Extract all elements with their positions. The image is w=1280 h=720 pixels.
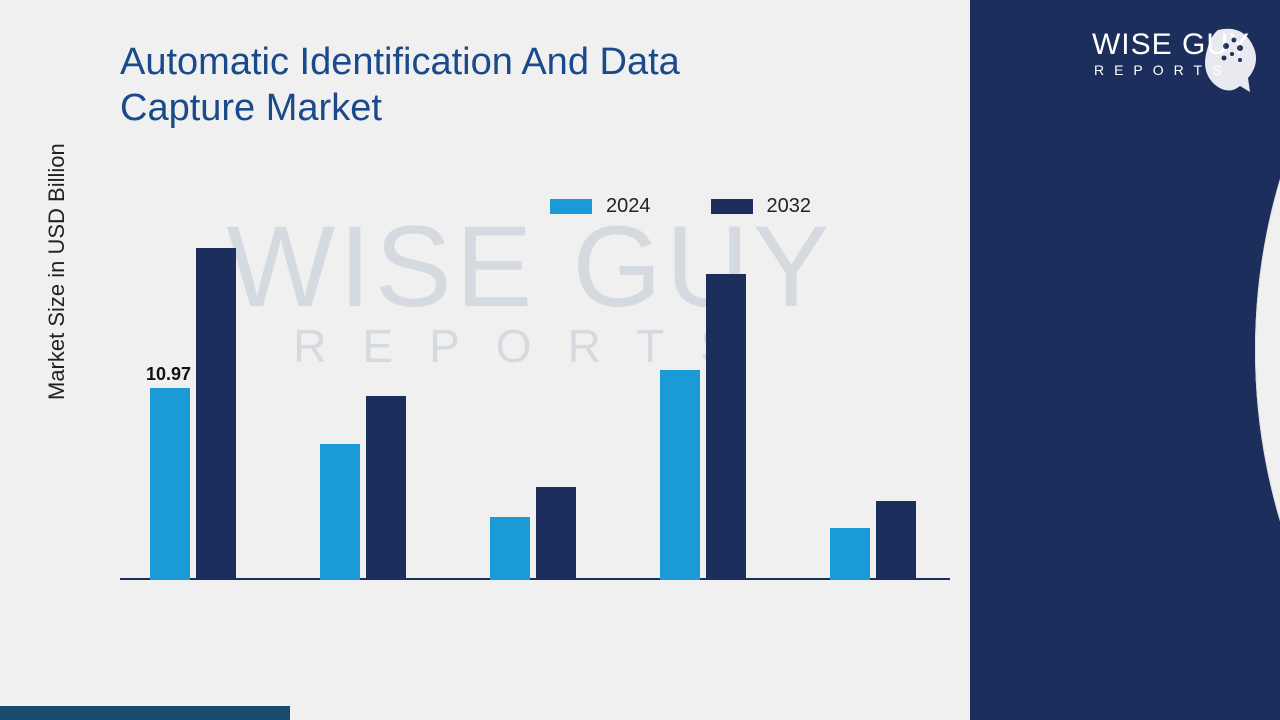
bar-2024 <box>150 388 190 580</box>
circle-cutout <box>1255 0 1280 720</box>
chart-title: Automatic Identification And Data Captur… <box>120 40 820 131</box>
legend-label-2032: 2032 <box>767 195 812 218</box>
bar-2032 <box>366 396 406 580</box>
legend-item-2032: 2032 <box>711 195 812 218</box>
legend-swatch-2024 <box>550 199 592 214</box>
bar-2024 <box>660 370 700 580</box>
legend-swatch-2032 <box>711 199 753 214</box>
brand-logo: WISE GUY REPORTS <box>1092 30 1250 78</box>
legend: 2024 2032 <box>550 195 811 218</box>
y-axis-label: Market Size in USD Billion <box>44 143 70 400</box>
bar-2024 <box>490 517 530 580</box>
brand-head-icon <box>1200 26 1260 96</box>
bar-2032 <box>876 501 916 580</box>
bar-2032 <box>536 487 576 580</box>
legend-item-2024: 2024 <box>550 195 651 218</box>
bar-2024 <box>320 444 360 581</box>
x-axis-baseline <box>120 578 950 580</box>
right-navy-band <box>970 0 1280 720</box>
bar-value-label: 10.97 <box>146 364 191 385</box>
infographic-stage: WISE GUY REPORTS WISE GUY REPORTS Automa… <box>0 0 1280 720</box>
bar-2032 <box>196 248 236 581</box>
bar-2032 <box>706 274 746 580</box>
bottom-accent-bar <box>0 706 290 720</box>
bar-2024 <box>830 528 870 581</box>
bar-chart: NORTH AMERICAEUROPESOUTH AMERICAASIA PAC… <box>120 230 950 580</box>
legend-label-2024: 2024 <box>606 195 651 218</box>
